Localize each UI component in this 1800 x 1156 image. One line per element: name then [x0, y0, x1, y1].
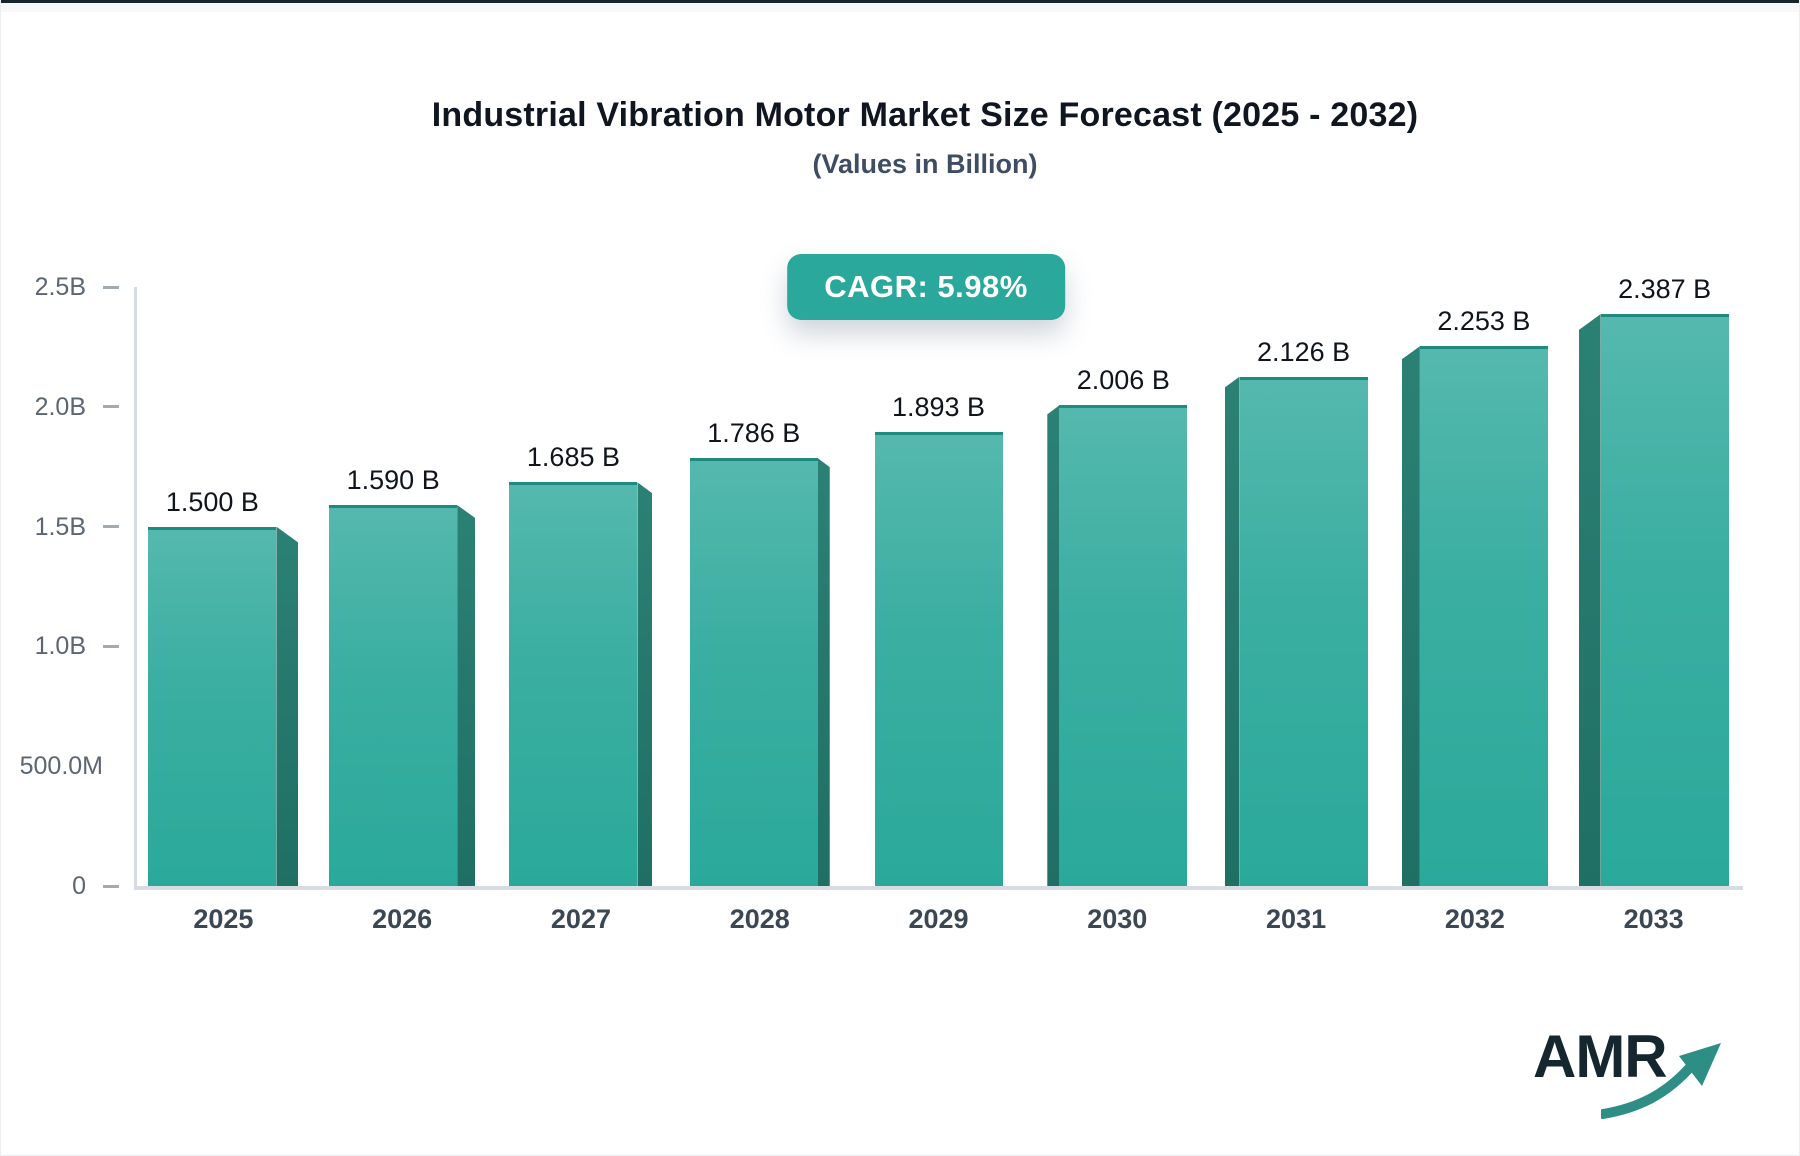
- x-axis-label: 2028: [729, 904, 790, 934]
- y-axis-line: [134, 287, 137, 886]
- bar-side-face: [637, 482, 653, 886]
- bar-value-label: 1.500 B: [165, 486, 259, 517]
- bar-2032: 2.253 B: [1401, 306, 1548, 886]
- bar-value-label: 2.006 B: [1076, 365, 1170, 396]
- bar-face: [1239, 376, 1368, 886]
- y-tick-label: 2.5B: [34, 273, 86, 301]
- bar-value-label: 1.685 B: [526, 442, 620, 473]
- bar-slot: 1.893 B: [849, 287, 1028, 886]
- x-axis-line: [134, 886, 1743, 890]
- bar-2033: 2.387 B: [1578, 274, 1729, 886]
- y-tick-label: 1.0B: [34, 632, 86, 661]
- bar-slot: 2.006 B: [1028, 287, 1207, 886]
- x-axis-label: 2025: [193, 904, 254, 934]
- bar-chart-plot-area: 2.5B 2.0B 1.5B 1.0B 500.0M 0 1.500 B 1.590 B 1.…: [20, 273, 1743, 934]
- bar-2026: 1.590 B: [329, 465, 476, 886]
- x-axis-label: 2027: [550, 904, 611, 934]
- top-strip: [1, 3, 1799, 12]
- y-tick-mark: [103, 285, 119, 289]
- bar-face: [1600, 314, 1729, 886]
- growth-arrow-icon: [1601, 1043, 1721, 1119]
- bar-side-face: [1401, 346, 1420, 886]
- x-axis-labels: 2025 2026 2027 2028 2029 2030 2031 2032 2033: [134, 904, 1743, 935]
- x-axis-label: 2029: [908, 904, 969, 934]
- bar-slot: 1.590 B: [313, 287, 492, 886]
- amr-logo: AMR: [1533, 1022, 1743, 1137]
- bar-value-label: 1.786 B: [707, 418, 801, 449]
- bar-slot: 2.126 B: [1207, 287, 1386, 886]
- bar-slot: 1.685 B: [492, 287, 671, 886]
- bar-slot: 1.786 B: [670, 287, 849, 886]
- bar-face: [1419, 346, 1548, 886]
- bar-face: [1059, 405, 1188, 886]
- bar-side-face: [1578, 314, 1601, 886]
- y-tick-label: 1.5B: [34, 512, 86, 541]
- x-axis-label: 2031: [1266, 904, 1327, 934]
- bar-value-label: 2.126 B: [1257, 336, 1351, 367]
- bar-side-face: [457, 505, 476, 886]
- bar-2031: 2.126 B: [1224, 337, 1368, 886]
- bar-value-label: 2.387 B: [1618, 274, 1712, 305]
- top-border-bar: [1, 0, 1799, 3]
- bar-series: 1.500 B 1.590 B 1.685 B 1.786 B 1.893 B 2.006…: [134, 274, 1743, 886]
- bar-face: [329, 505, 458, 886]
- bar-2027: 1.685 B: [509, 442, 653, 886]
- bar-2029: 1.893 B: [874, 392, 1003, 886]
- y-tick-label: 0: [72, 872, 86, 900]
- bar-slot: 2.253 B: [1385, 287, 1564, 886]
- y-tick-mark: [103, 884, 119, 888]
- y-tick-mark: [103, 525, 119, 529]
- bar-value-label: 2.253 B: [1437, 306, 1531, 337]
- bar-side-face: [1047, 405, 1060, 886]
- cagr-badge: CAGR: 5.98%: [787, 254, 1065, 320]
- bar-side-face: [1224, 376, 1240, 886]
- bar-slot: 2.387 B: [1564, 274, 1743, 886]
- bar-side-face: [817, 458, 830, 886]
- y-tick-label: 2.0B: [34, 392, 86, 421]
- x-axis-label: 2033: [1623, 904, 1684, 934]
- x-axis-label: 2030: [1087, 904, 1148, 934]
- bar-2028: 1.786 B: [689, 418, 830, 886]
- bar-value-label: 1.893 B: [891, 392, 986, 423]
- y-tick-label: 500.0M: [19, 752, 103, 781]
- bar-face: [509, 482, 638, 886]
- x-axis-label: 2032: [1444, 904, 1505, 934]
- bar-face: [689, 458, 818, 886]
- bar-2025: 1.500 B: [148, 487, 299, 886]
- x-axis-label: 2026: [372, 904, 433, 934]
- y-tick-mark: [103, 405, 119, 409]
- bar-value-label: 1.590 B: [346, 465, 440, 495]
- chart-title: Industrial Vibration Motor Market Size F…: [431, 96, 1419, 134]
- amr-logo-text: AMR: [1533, 1023, 1668, 1090]
- bar-2030: 2.006 B: [1047, 365, 1188, 886]
- bar-side-face: [276, 526, 299, 886]
- y-tick-mark: [103, 644, 119, 648]
- bar-slot: 1.500 B: [134, 287, 313, 886]
- bar-face: [148, 526, 277, 886]
- bar-face: [874, 432, 1003, 886]
- chart-subtitle: (Values in Billion): [812, 149, 1038, 179]
